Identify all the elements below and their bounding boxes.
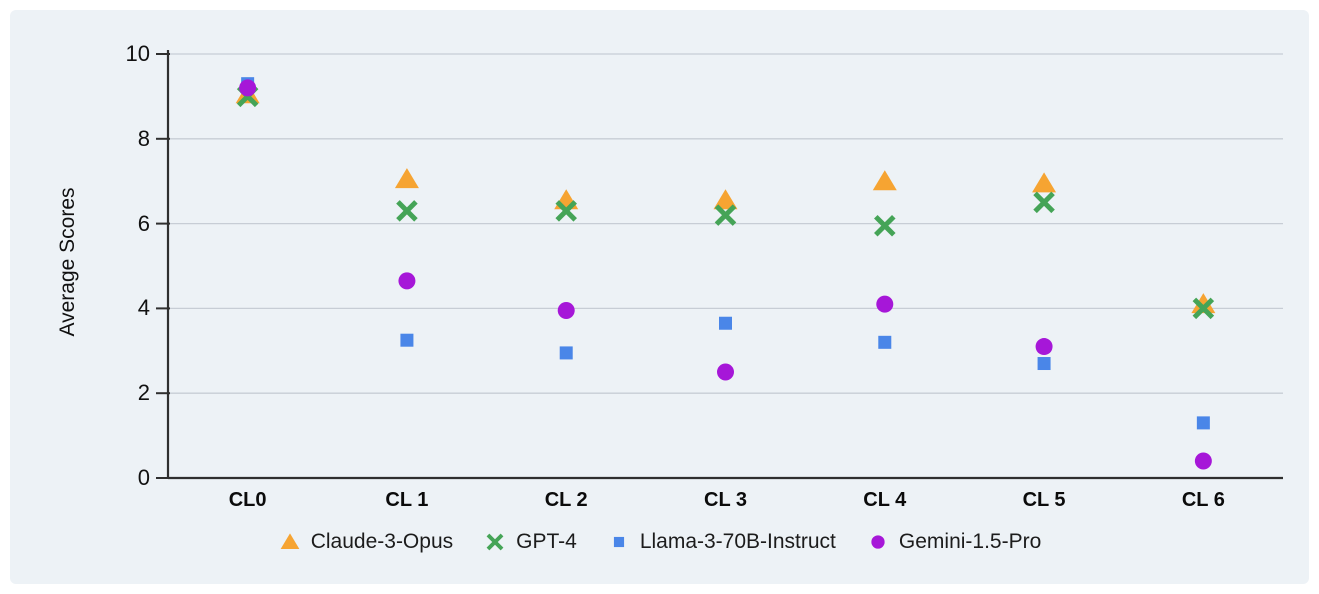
marker-claude-3-opus-cl-3 xyxy=(713,189,738,210)
marker-gpt-4-cl-4 xyxy=(874,214,896,237)
legend-label: Llama-3-70B-Instruct xyxy=(639,530,836,553)
marker-claude-3-opus-cl-1 xyxy=(394,168,419,189)
triangle-glyph xyxy=(280,533,300,550)
square-glyph xyxy=(613,536,624,548)
y-tick-label: 0 xyxy=(137,465,150,490)
legend: Claude-3-Opus GPT-4 Llama-3-70B-Instruct Ge… xyxy=(0,530,1319,554)
marker-gpt-4-cl-3 xyxy=(714,204,737,226)
marker-gemini-1-5-pro-cl-5 xyxy=(1035,338,1053,356)
x-category-label-cl-4: CL 4 xyxy=(863,489,907,511)
circle-glyph xyxy=(871,535,885,549)
x-category-label-cl-6: CL 6 xyxy=(1181,489,1225,511)
legend-label: Claude-3-Opus xyxy=(310,530,454,553)
marker-llama-3-70b-instruct-cl-6 xyxy=(1196,416,1210,430)
triangle-marker-icon xyxy=(280,533,300,550)
legend-item-gemini-1-5-pro[interactable]: Gemini-1.5-Pro xyxy=(866,530,1041,554)
x-category-label-cl-2: CL 2 xyxy=(544,489,588,511)
marker-llama-3-70b-instruct-cl-2 xyxy=(559,346,573,360)
y-tick-label: 6 xyxy=(137,210,150,236)
y-axis-title: Average Scores xyxy=(56,187,79,337)
marker-gemini-1-5-pro-cl-4 xyxy=(876,295,894,313)
y-tick-label: 4 xyxy=(137,295,150,321)
marker-claude-3-opus-cl-6 xyxy=(1191,293,1216,314)
marker-llama-3-70b-instruct-cl-4 xyxy=(878,335,892,349)
legend-item-gpt-4[interactable]: GPT-4 xyxy=(483,530,577,554)
legend-label: Gemini-1.5-Pro xyxy=(898,530,1042,553)
marker-claude-3-opus-cl-5 xyxy=(1032,172,1057,193)
circle-marker-icon xyxy=(871,535,885,549)
chart-panel xyxy=(10,10,1309,584)
marker-gpt-4-cl-6 xyxy=(1192,297,1215,320)
marker-llama-3-70b-instruct-cl-5 xyxy=(1037,357,1051,371)
legend-label: GPT-4 xyxy=(516,530,577,553)
marker-claude-3-opus-cl-2 xyxy=(554,189,579,210)
marker-claude-3-opus-cl-4 xyxy=(872,170,897,191)
marker-llama-3-70b-instruct-cl-1 xyxy=(400,333,414,347)
marker-gemini-1-5-pro-cl-1 xyxy=(398,272,416,290)
marker-gpt-4-cl-5 xyxy=(1033,191,1055,214)
x-category-label-cl-5: CL 5 xyxy=(1022,489,1066,511)
legend-item-claude-3-opus[interactable]: Claude-3-Opus xyxy=(278,530,453,554)
marker-gemini-1-5-pro-cl-6 xyxy=(1194,452,1212,470)
y-tick-label: 10 xyxy=(125,41,150,66)
marker-llama-3-70b-instruct-cl-3 xyxy=(719,316,732,330)
x-glyph xyxy=(486,533,504,551)
marker-gemini-1-5-pro-cl-3 xyxy=(717,363,734,381)
legend-item-llama-3-70b-instruct[interactable]: Llama-3-70B-Instruct xyxy=(607,530,836,554)
y-tick-label: 2 xyxy=(137,380,150,406)
square-marker-icon xyxy=(613,536,624,548)
x-category-label-cl0: CL0 xyxy=(228,489,267,511)
x-category-label-cl-1: CL 1 xyxy=(385,489,429,511)
y-tick-label: 8 xyxy=(137,125,150,151)
marker-gemini-1-5-pro-cl-2 xyxy=(557,302,575,320)
x-category-label-cl-3: CL 3 xyxy=(704,489,747,511)
marker-gpt-4-cl-2 xyxy=(555,200,577,222)
marker-gemini-1-5-pro-cl0 xyxy=(239,79,257,97)
x-marker-icon xyxy=(486,533,504,551)
marker-gpt-4-cl-1 xyxy=(396,200,418,222)
